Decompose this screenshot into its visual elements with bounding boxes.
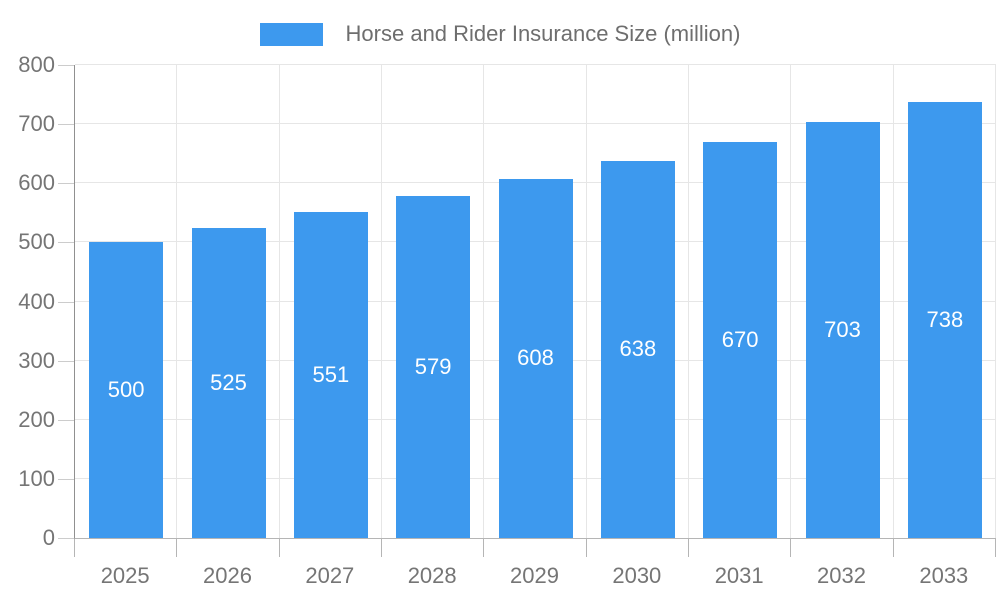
v-gridline [278, 65, 280, 538]
plot-area: 500 525 551 579 608 638 670 703 738 [74, 64, 996, 539]
bar-value-label: 525 [210, 369, 247, 395]
bar-value-label: 638 [619, 336, 657, 362]
y-tick-mark [58, 419, 74, 421]
y-tick-label: 500 [18, 229, 55, 255]
bar: 525 [191, 227, 266, 538]
x-axis-label: 2033 [919, 563, 969, 588]
y-tick-label: 200 [18, 406, 55, 432]
v-gridline [790, 65, 792, 538]
y-tick-mark [58, 301, 74, 303]
legend: Horse and Rider Insurance Size (million) [0, 21, 1000, 47]
v-gridline [483, 65, 485, 538]
x-axis-label: 2028 [407, 563, 457, 588]
v-gridline [688, 65, 689, 538]
bar-value-label: 608 [517, 345, 554, 371]
y-tick-label: 100 [18, 465, 55, 491]
bar-value-label: 579 [414, 353, 452, 379]
bar-value-label: 551 [312, 362, 350, 388]
y-tick-label: 800 [18, 52, 55, 77]
y-tick-mark [58, 360, 74, 362]
x-axis-label: 2027 [305, 563, 355, 588]
h-gridline [75, 64, 996, 65]
y-tick-label: 600 [18, 170, 55, 196]
x-tick-mark [176, 539, 178, 557]
h-gridline [75, 123, 996, 125]
bar: 703 [805, 122, 880, 538]
y-tick-mark [58, 183, 74, 185]
x-tick-mark [995, 539, 996, 557]
x-axis-label: 2026 [203, 563, 252, 588]
x-tick-mark [790, 539, 792, 557]
bar: 638 [600, 160, 675, 538]
legend-swatch [259, 22, 323, 46]
bar: 670 [703, 141, 778, 538]
y-tick-mark [58, 538, 74, 539]
bar: 551 [293, 212, 368, 538]
x-tick-mark [483, 539, 485, 557]
x-axis-label: 2029 [510, 563, 559, 588]
x-tick-mark [278, 539, 280, 557]
x-tick-mark [688, 539, 689, 557]
bar: 500 [89, 242, 164, 538]
v-gridline [176, 65, 178, 538]
y-tick-mark [58, 478, 74, 480]
x-tick-mark [74, 539, 75, 557]
x-axis-label: 2025 [100, 563, 150, 588]
y-tick-mark [58, 124, 74, 126]
y-tick-label: 0 [42, 525, 55, 550]
v-gridline [381, 65, 382, 538]
x-tick-mark [892, 539, 894, 557]
bar-value-label: 670 [721, 326, 759, 352]
x-tick-mark [585, 539, 587, 557]
y-tick-mark [58, 65, 74, 66]
y-tick-label: 300 [18, 347, 55, 373]
x-axis-label: 2030 [612, 563, 662, 588]
x-tick-mark [381, 539, 382, 557]
v-gridline [995, 65, 996, 538]
y-tick-label: 700 [18, 111, 55, 137]
v-gridline [892, 65, 894, 538]
v-gridline [585, 65, 587, 538]
y-tick-label: 400 [18, 288, 55, 314]
x-axis-label: 2031 [714, 563, 764, 588]
bar-value-label: 500 [107, 377, 145, 403]
bar: 579 [396, 195, 471, 538]
x-axis-label: 2032 [817, 563, 866, 588]
bar: 738 [907, 101, 982, 538]
bar-value-label: 703 [824, 317, 861, 343]
bar-value-label: 738 [926, 306, 964, 332]
y-tick-mark [58, 242, 74, 244]
legend-label: Horse and Rider Insurance Size (million) [345, 21, 741, 46]
bar: 608 [498, 178, 573, 538]
